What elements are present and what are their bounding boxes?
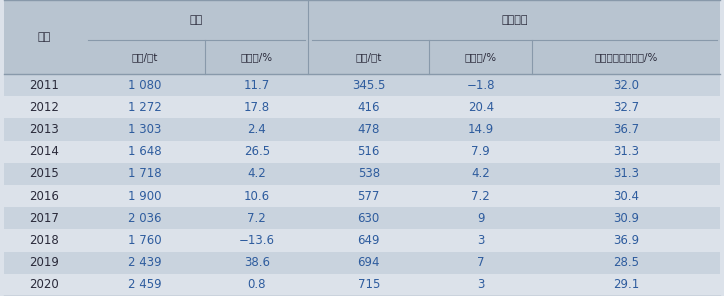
Text: 2 439: 2 439 xyxy=(128,256,161,269)
Text: 32.0: 32.0 xyxy=(613,79,639,91)
Text: 715: 715 xyxy=(358,279,380,291)
Text: 649: 649 xyxy=(358,234,380,247)
Text: 1 760: 1 760 xyxy=(128,234,161,247)
Text: 9: 9 xyxy=(477,212,484,225)
Text: 4.2: 4.2 xyxy=(471,168,490,180)
Text: 28.5: 28.5 xyxy=(613,256,639,269)
Text: 2015: 2015 xyxy=(29,168,59,180)
Text: 478: 478 xyxy=(358,123,380,136)
Text: 1 272: 1 272 xyxy=(128,101,161,114)
Text: 538: 538 xyxy=(358,168,380,180)
Text: 1 080: 1 080 xyxy=(128,79,161,91)
Text: 2013: 2013 xyxy=(29,123,59,136)
Text: 32.7: 32.7 xyxy=(613,101,639,114)
Text: 2016: 2016 xyxy=(29,190,59,202)
Text: 年份: 年份 xyxy=(38,32,51,42)
Text: 2.4: 2.4 xyxy=(248,123,266,136)
Text: 增长率/%: 增长率/% xyxy=(240,52,273,62)
Text: 1 900: 1 900 xyxy=(128,190,161,202)
Text: 7.9: 7.9 xyxy=(471,145,490,158)
Text: 516: 516 xyxy=(358,145,380,158)
Text: 7.2: 7.2 xyxy=(471,190,490,202)
Text: 26.5: 26.5 xyxy=(244,145,270,158)
Text: 30.4: 30.4 xyxy=(613,190,639,202)
Text: 694: 694 xyxy=(358,256,380,269)
Bar xyxy=(4,229,720,252)
Text: 14.9: 14.9 xyxy=(468,123,494,136)
Bar xyxy=(4,274,720,296)
Text: 10.6: 10.6 xyxy=(244,190,270,202)
Text: 产量/万t: 产量/万t xyxy=(355,52,382,62)
Text: 2020: 2020 xyxy=(29,279,59,291)
Text: −1.8: −1.8 xyxy=(466,79,495,91)
Text: 20.4: 20.4 xyxy=(468,101,494,114)
Text: 577: 577 xyxy=(358,190,380,202)
Text: 2011: 2011 xyxy=(29,79,59,91)
Text: 建筑涂料: 建筑涂料 xyxy=(501,15,528,25)
Bar xyxy=(4,252,720,274)
Text: 31.3: 31.3 xyxy=(613,168,639,180)
Bar xyxy=(4,163,720,185)
Text: 11.7: 11.7 xyxy=(243,79,270,91)
Text: 630: 630 xyxy=(358,212,380,225)
Text: 2014: 2014 xyxy=(29,145,59,158)
Text: 产量/万t: 产量/万t xyxy=(132,52,158,62)
Text: 31.3: 31.3 xyxy=(613,145,639,158)
Text: −13.6: −13.6 xyxy=(239,234,274,247)
Text: 涂料: 涂料 xyxy=(190,15,203,25)
Bar xyxy=(4,0,720,74)
Text: 在涂料中所占比例/%: 在涂料中所占比例/% xyxy=(594,52,658,62)
Text: 2 459: 2 459 xyxy=(128,279,161,291)
Text: 1 303: 1 303 xyxy=(128,123,161,136)
Text: 7.2: 7.2 xyxy=(248,212,266,225)
Text: 3: 3 xyxy=(477,279,484,291)
Text: 1 718: 1 718 xyxy=(128,168,161,180)
Text: 345.5: 345.5 xyxy=(352,79,385,91)
Text: 2018: 2018 xyxy=(29,234,59,247)
Text: 2 036: 2 036 xyxy=(128,212,161,225)
Text: 4.2: 4.2 xyxy=(248,168,266,180)
Text: 36.9: 36.9 xyxy=(613,234,639,247)
Bar xyxy=(4,96,720,118)
Text: 38.6: 38.6 xyxy=(244,256,270,269)
Text: 2019: 2019 xyxy=(29,256,59,269)
Bar xyxy=(4,207,720,229)
Bar xyxy=(4,141,720,163)
Text: 2012: 2012 xyxy=(29,101,59,114)
Text: 30.9: 30.9 xyxy=(613,212,639,225)
Text: 17.8: 17.8 xyxy=(244,101,270,114)
Text: 36.7: 36.7 xyxy=(613,123,639,136)
Bar xyxy=(4,74,720,96)
Bar xyxy=(4,118,720,141)
Text: 7: 7 xyxy=(477,256,484,269)
Text: 增长率/%: 增长率/% xyxy=(465,52,497,62)
Text: 29.1: 29.1 xyxy=(613,279,639,291)
Text: 3: 3 xyxy=(477,234,484,247)
Bar xyxy=(4,185,720,207)
Text: 0.8: 0.8 xyxy=(248,279,266,291)
Text: 416: 416 xyxy=(358,101,380,114)
Text: 2017: 2017 xyxy=(29,212,59,225)
Text: 1 648: 1 648 xyxy=(128,145,161,158)
